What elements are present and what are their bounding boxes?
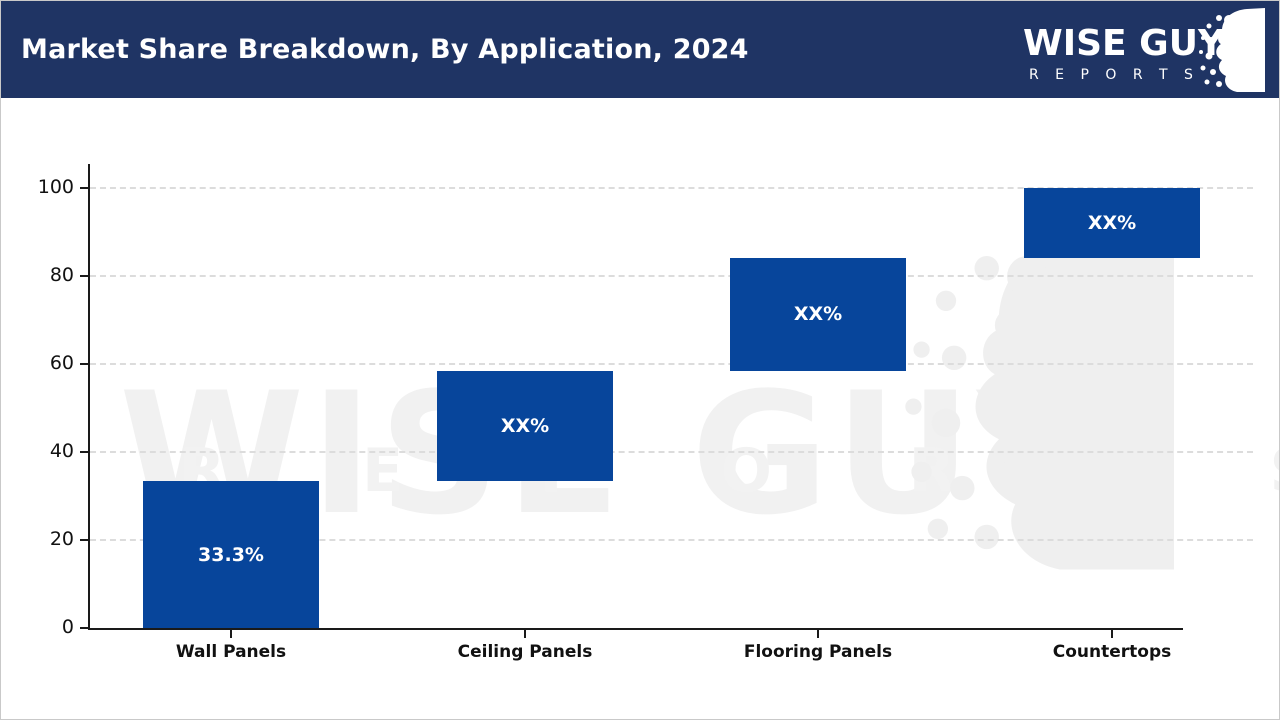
watermark-dotted-face-icon [905,227,1174,570]
wise-guy-logo-graphic: WISE GUY R E P O R T S [1023,7,1265,92]
gridline-y-100 [90,187,1253,189]
x-tick-mark [230,630,232,638]
x-tick-mark [1111,630,1113,638]
x-category-label: Wall Panels [175,642,287,662]
bar-ceiling-panels: XX% [437,371,613,482]
brand-logo: WISE GUY R E P O R T S [1015,7,1265,93]
y-tick-label: 80 [49,264,74,286]
y-tick-label: 0 [61,616,74,638]
gridline-y-80 [90,275,1253,277]
header-bar: Market Share Breakdown, By Application, … [1,1,1279,98]
gridline-y-20 [90,539,1253,541]
logo-sub-text: R E P O R T S [1029,67,1199,83]
gridline-y-40 [90,451,1253,453]
bar-value-label: 33.3% [198,543,264,566]
y-tick-label: 40 [49,440,74,462]
y-tick-mark [80,187,90,189]
x-tick-mark [817,630,819,638]
y-tick-mark [80,363,90,365]
bar-wall-panels: 33.3% [143,481,319,628]
bar-countertops: XX% [1024,188,1200,258]
x-category-label: Ceiling Panels [457,642,593,662]
y-tick-mark [80,275,90,277]
y-tick-mark [80,451,90,453]
page-title: Market Share Breakdown, By Application, … [21,34,749,65]
y-tick-mark [80,627,90,629]
x-tick-mark [524,630,526,638]
y-tick-label: 20 [49,528,74,550]
bar-value-label: XX% [1087,211,1137,234]
chart-area: WISE GUY R E P O R T S 0 20 40 60 80 100 33.3%… [1,98,1279,719]
x-category-label: Countertops [1052,642,1172,662]
bar-flooring-panels: XX% [730,257,906,372]
y-axis-line [88,164,90,630]
logo-name-text: WISE GUY [1023,23,1225,64]
y-tick-mark [80,539,90,541]
x-axis-line [88,628,1183,630]
gridline-y-60 [90,363,1253,365]
y-tick-label: 60 [49,352,74,374]
logo-dotted-face-icon [1199,7,1265,92]
bar-value-label: XX% [793,303,843,326]
bar-value-label: XX% [500,415,550,438]
y-tick-label: 100 [37,176,74,198]
x-category-label: Flooring Panels [743,642,893,662]
